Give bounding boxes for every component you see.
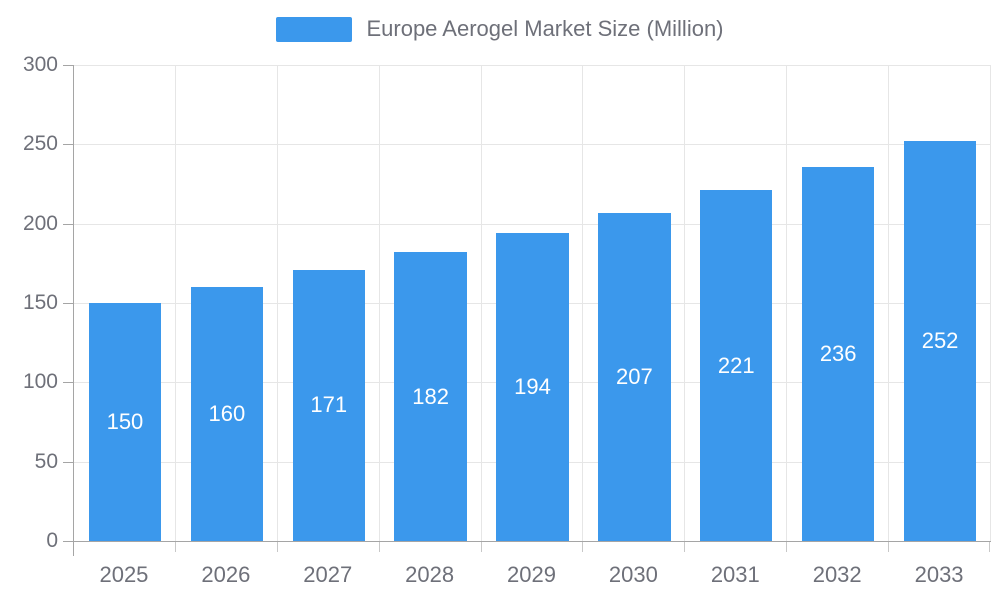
y-tick-label: 0 <box>46 529 58 552</box>
y-axis-ticks <box>63 65 73 542</box>
v-gridline <box>276 65 278 541</box>
x-axis-labels: 2025 2026 2027 2028 2029 2030 2031 2032 2033 <box>73 558 990 592</box>
y-tick <box>63 461 73 463</box>
bar-value-label: 182 <box>412 383 449 409</box>
v-gridline <box>684 65 686 541</box>
bar-slot: 236 <box>787 65 889 541</box>
x-category-label: 2025 <box>99 562 149 587</box>
x-tick <box>480 542 482 552</box>
bar-slot: 194 <box>482 65 584 541</box>
x-tick <box>174 542 176 552</box>
x-tick <box>786 542 788 552</box>
y-tick <box>63 65 73 66</box>
bar-value-label: 221 <box>717 352 755 378</box>
legend-item[interactable]: Europe Aerogel Market Size (Million) <box>0 16 1000 42</box>
v-gridline <box>888 65 890 541</box>
v-gridline <box>378 65 380 541</box>
x-tick <box>73 542 74 556</box>
bar-slot: 160 <box>176 65 278 541</box>
v-gridline <box>174 65 176 541</box>
y-tick-label: 150 <box>22 291 58 314</box>
y-tick <box>63 303 73 304</box>
bar-value-label: 171 <box>310 392 348 418</box>
y-tick <box>63 144 73 146</box>
legend-label: Europe Aerogel Market Size (Million) <box>366 16 724 41</box>
bar-value-label: 150 <box>106 409 144 434</box>
y-tick-label: 200 <box>22 211 58 235</box>
bar-slot: 171 <box>278 65 380 541</box>
x-axis-ticks <box>73 542 990 556</box>
y-axis-labels: 0 50 100 150 200 250 300 <box>0 53 58 552</box>
bar-2029[interactable]: 194 <box>496 233 569 541</box>
y-tick-label: 250 <box>22 132 58 156</box>
v-gridline <box>786 65 788 541</box>
x-tick <box>276 542 278 552</box>
x-category-label: 2033 <box>914 562 964 587</box>
x-tick <box>989 542 990 552</box>
h-gridline <box>74 144 991 146</box>
legend-swatch-icon <box>276 16 353 42</box>
bar-2025[interactable]: 150 <box>88 303 162 541</box>
x-tick <box>888 542 890 552</box>
x-category-label: 2032 <box>812 562 862 587</box>
bar-2030[interactable]: 207 <box>598 212 671 541</box>
bar-2026[interactable]: 160 <box>190 287 263 541</box>
y-tick <box>63 541 73 542</box>
plot-area: 150 160 171 182 194 207 221 236 252 <box>73 65 991 542</box>
bar-series: 150 160 171 182 194 207 221 236 252 <box>74 65 991 541</box>
bar-2027[interactable]: 171 <box>292 269 365 541</box>
bar-value-label: 207 <box>616 363 653 389</box>
bar-slot: 252 <box>889 65 991 541</box>
v-gridline <box>582 65 584 541</box>
x-tick <box>582 542 584 552</box>
x-category-label: 2031 <box>710 562 760 587</box>
bar-slot: 150 <box>74 65 176 541</box>
x-category-label: 2028 <box>405 562 455 587</box>
bar-slot: 221 <box>685 65 787 541</box>
x-category-label: 2027 <box>303 562 353 587</box>
bar-2033[interactable]: 252 <box>903 141 977 541</box>
v-gridline <box>990 65 991 541</box>
x-tick <box>378 542 380 552</box>
bar-slot: 207 <box>583 65 685 541</box>
y-tick-label: 50 <box>34 449 58 473</box>
y-tick <box>63 223 73 225</box>
bar-value-label: 160 <box>208 401 246 427</box>
bar-2032[interactable]: 236 <box>802 166 875 541</box>
bar-slot: 182 <box>380 65 482 541</box>
x-tick <box>684 542 686 552</box>
v-gridline <box>480 65 482 541</box>
bar-value-label: 194 <box>514 374 551 400</box>
h-gridline <box>74 65 991 66</box>
x-category-label: 2030 <box>608 562 658 587</box>
bar-value-label: 252 <box>921 328 959 354</box>
h-gridline <box>74 223 991 225</box>
bar-2028[interactable]: 182 <box>394 252 467 541</box>
y-tick <box>63 382 73 384</box>
x-category-label: 2026 <box>201 562 251 587</box>
bar-value-label: 236 <box>819 340 857 366</box>
y-tick-label: 300 <box>22 53 58 76</box>
x-category-label: 2029 <box>507 562 556 587</box>
bar-2031[interactable]: 221 <box>700 190 773 541</box>
y-tick-label: 100 <box>22 370 58 394</box>
